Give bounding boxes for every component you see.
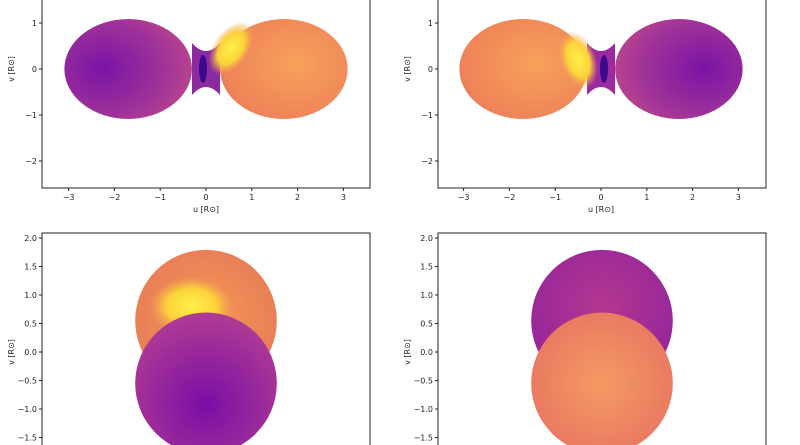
y-tick-label: −1.0 (18, 405, 37, 414)
star-lobe (459, 19, 587, 119)
x-tick-label: −1 (549, 193, 561, 202)
x-tick-label: 1 (644, 193, 649, 202)
star-disk (531, 312, 673, 445)
y-axis-label: v [R⊙] (7, 56, 16, 82)
panel-bottom-right: 2.0 1.5 1.0 0.5 0.0 −0.5 −1.0 −1.5 v [R⊙] (403, 232, 767, 445)
plot-area (459, 19, 743, 119)
x-axis-label: u [R⊙] (588, 205, 614, 214)
plot-area (531, 249, 673, 445)
y-tick-label: −1.5 (18, 434, 37, 443)
panel-bottom-left: 2.0 1.5 1.0 0.5 0.0 −0.5 −1.0 −1.5 v [R⊙] (7, 232, 371, 445)
y-tick-label: 0 (428, 65, 433, 74)
x-tick-label: −2 (109, 193, 121, 202)
x-tick-label: −3 (458, 193, 470, 202)
y-axis-label: v [R⊙] (403, 339, 412, 365)
x-tick-label: −2 (504, 193, 516, 202)
hotspot (208, 21, 254, 75)
plot-area (135, 249, 277, 445)
y-tick-label: 0 (32, 65, 37, 74)
y-tick-label: 0.0 (24, 348, 37, 357)
star-lobe (615, 19, 743, 119)
x-tick-label: 1 (249, 193, 254, 202)
y-tick-label: 1.5 (420, 263, 433, 272)
panel-top-left: 1 0 −1 −2 −3 −2 −1 0 1 2 3 v [R⊙] u [R⊙] (7, 0, 371, 214)
axes-frame (437, 0, 767, 189)
y-tick-label: −1 (421, 111, 433, 120)
x-tick-label: 3 (736, 193, 741, 202)
y-tick-label: 1 (428, 19, 433, 28)
x-tick-label: −1 (154, 193, 166, 202)
x-tick-label: 2 (690, 193, 695, 202)
neck-shadow (199, 55, 207, 83)
y-tick-label: 0.5 (420, 320, 433, 329)
y-tick-label: 1 (32, 19, 37, 28)
y-tick-label: −2 (421, 157, 433, 166)
x-axis-label: u [R⊙] (193, 205, 219, 214)
y-tick-label: −1.0 (414, 405, 433, 414)
x-tick-label: 0 (203, 193, 208, 202)
y-tick-label: −1 (25, 111, 37, 120)
plot-area (64, 19, 348, 119)
y-tick-label: 1.0 (420, 291, 433, 300)
panel-top-right: 1 0 −1 −2 −3 −2 −1 0 1 2 3 v [R⊙] u [R⊙] (403, 0, 767, 214)
star-lobe (64, 19, 192, 119)
y-tick-label: 2.0 (24, 234, 37, 243)
y-tick-label: −2 (25, 157, 37, 166)
y-tick-label: −0.5 (414, 377, 433, 386)
y-axis-label: v [R⊙] (403, 56, 412, 82)
star-disk (135, 312, 277, 445)
y-tick-label: −1.5 (414, 434, 433, 443)
y-tick-label: 0.0 (420, 348, 433, 357)
axes-frame (437, 232, 767, 445)
y-tick-label: 1.5 (24, 263, 37, 272)
y-tick-label: 1.0 (24, 291, 37, 300)
y-tick-label: −0.5 (18, 377, 37, 386)
y-axis-label: v [R⊙] (7, 339, 16, 365)
neck-shadow (600, 55, 608, 83)
x-tick-label: 0 (598, 193, 603, 202)
y-tick-label: 0.5 (24, 320, 37, 329)
x-tick-label: 2 (295, 193, 300, 202)
axes-frame (41, 232, 371, 445)
x-tick-label: −3 (63, 193, 75, 202)
y-tick-label: 2.0 (420, 234, 433, 243)
x-tick-label: 3 (341, 193, 346, 202)
hotspot (558, 30, 598, 89)
